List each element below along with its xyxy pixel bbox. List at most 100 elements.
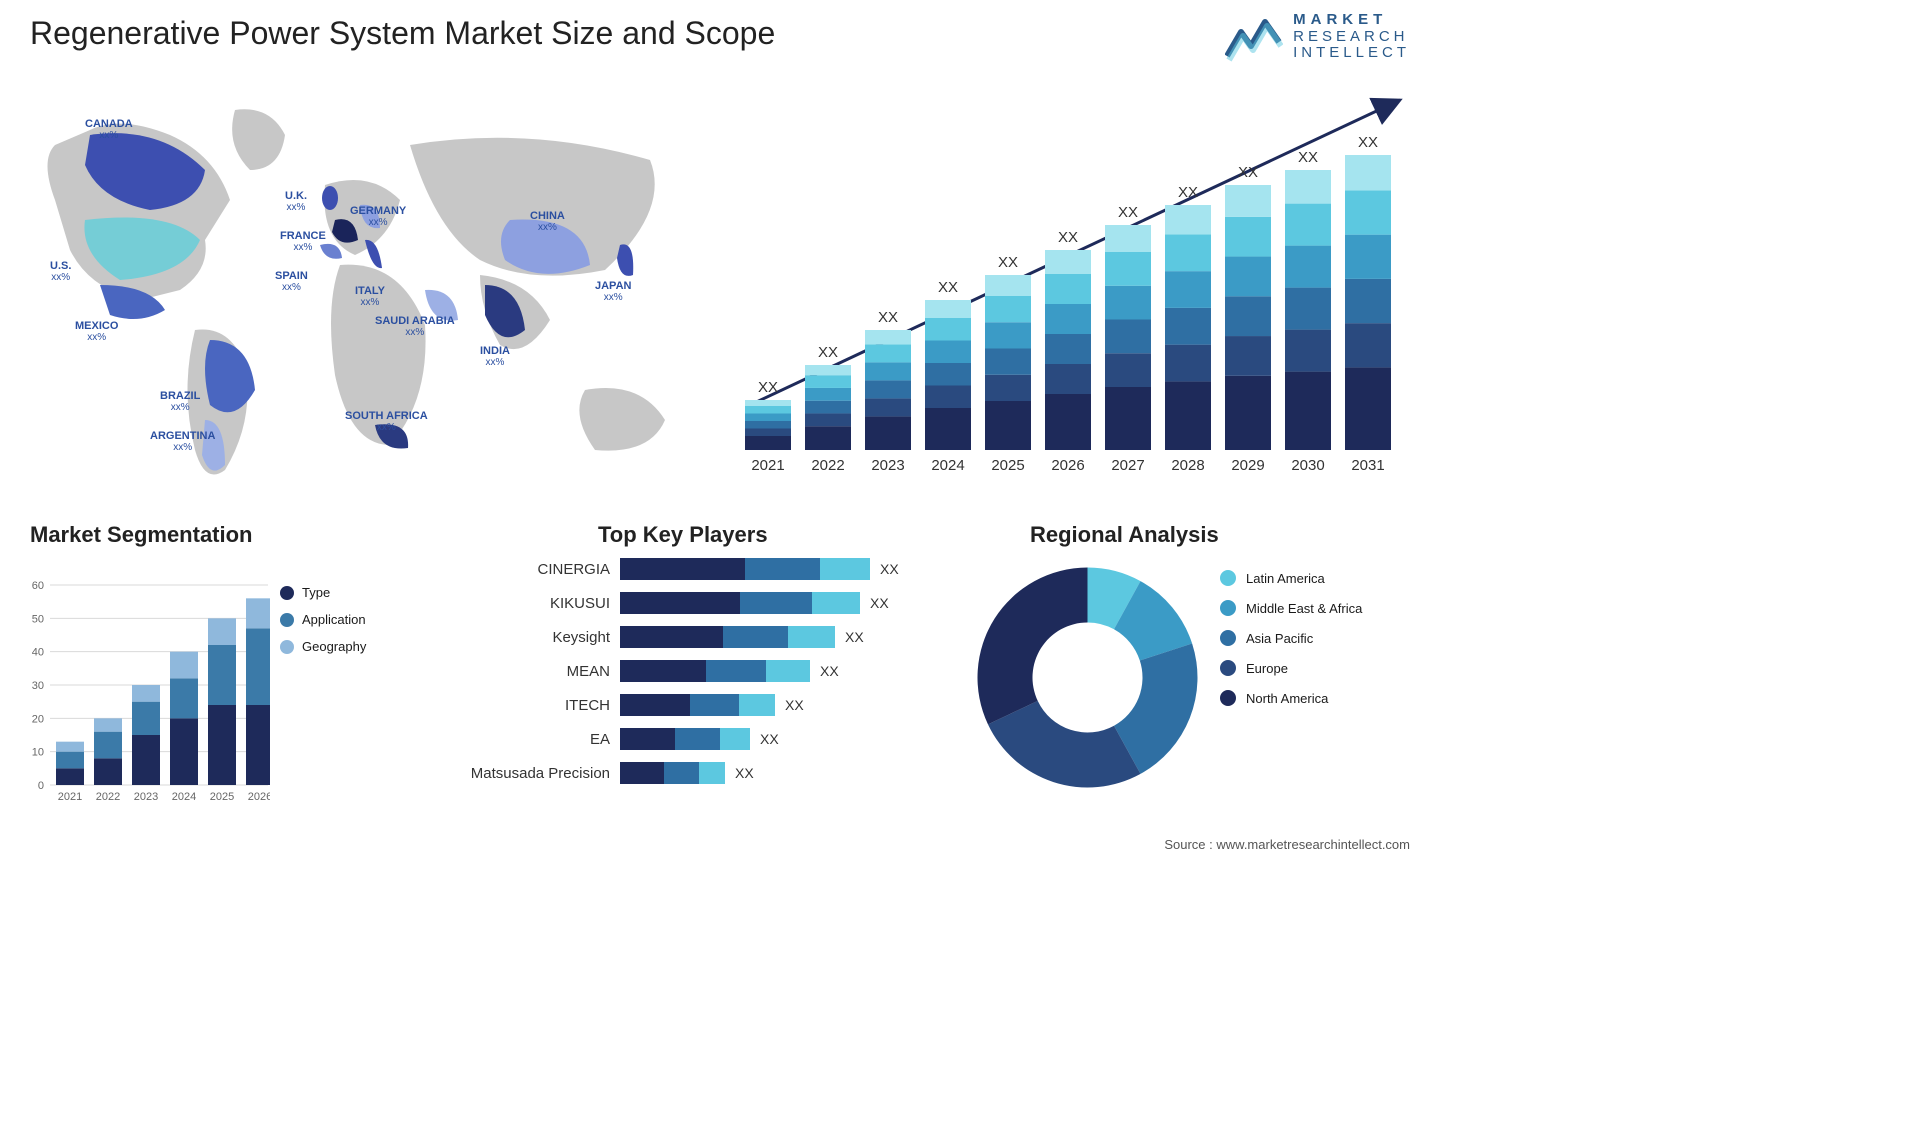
svg-text:2028: 2028	[1171, 457, 1204, 474]
svg-text:30: 30	[32, 680, 44, 692]
map-label-argentina: ARGENTINAxx%	[150, 430, 215, 453]
key-players-title: Top Key Players	[598, 522, 768, 548]
svg-text:XX: XX	[1298, 149, 1318, 166]
svg-text:XX: XX	[1058, 229, 1078, 246]
kp-row: MEAN XX	[460, 657, 950, 685]
kp-bar	[620, 660, 810, 682]
map-label-japan: JAPANxx%	[595, 280, 631, 303]
map-label-india: INDIAxx%	[480, 345, 510, 368]
map-label-canada: CANADAxx%	[85, 118, 133, 141]
kp-value: XX	[870, 595, 889, 611]
kp-bar	[620, 592, 860, 614]
svg-text:2026: 2026	[1051, 457, 1084, 474]
map-label-saudi-arabia: SAUDI ARABIAxx%	[375, 315, 455, 338]
region-legend-item: Middle East & Africa	[1220, 600, 1420, 616]
regional-legend: Latin America Middle East & Africa Asia Pa…	[1220, 570, 1420, 720]
svg-text:XX: XX	[878, 309, 898, 326]
kp-bar	[620, 558, 870, 580]
segmentation-legend: Type Application Geography	[280, 585, 410, 666]
kp-row: EAXX	[460, 725, 950, 753]
kp-value: XX	[735, 765, 754, 781]
svg-text:2027: 2027	[1111, 457, 1144, 474]
kp-bar	[620, 694, 775, 716]
kp-row: KIKUSUI XX	[460, 589, 950, 617]
svg-text:2030: 2030	[1291, 457, 1324, 474]
seg-legend-item: Geography	[280, 639, 410, 654]
svg-text:60: 60	[32, 580, 44, 592]
kp-bar	[620, 728, 750, 750]
map-label-china: CHINAxx%	[530, 210, 565, 233]
svg-text:2022: 2022	[96, 791, 120, 803]
kp-row: Keysight XX	[460, 623, 950, 651]
svg-text:2031: 2031	[1351, 457, 1384, 474]
segmentation-title: Market Segmentation	[30, 522, 253, 548]
map-label-u-k-: U.K.xx%	[285, 190, 307, 213]
svg-text:XX: XX	[1178, 184, 1198, 201]
svg-text:2021: 2021	[751, 457, 784, 474]
region-legend-item: Asia Pacific	[1220, 630, 1420, 646]
svg-text:XX: XX	[1118, 204, 1138, 221]
logo-line1: MARKET	[1293, 12, 1410, 29]
svg-text:2024: 2024	[172, 791, 196, 803]
kp-name: EA	[460, 731, 620, 748]
kp-name: Matsusada Precision	[460, 765, 620, 782]
logo-line2: RESEARCH	[1293, 29, 1410, 46]
svg-text:XX: XX	[1238, 164, 1258, 181]
key-players-chart: CINERGIAXXKIKUSUIXXKeysightXXMEANXXITECH…	[460, 555, 950, 793]
svg-text:2025: 2025	[210, 791, 234, 803]
seg-legend-item: Type	[280, 585, 410, 600]
svg-text:2023: 2023	[871, 457, 904, 474]
map-label-germany: GERMANYxx%	[350, 205, 406, 228]
svg-text:2021: 2021	[58, 791, 82, 803]
map-label-spain: SPAINxx%	[275, 270, 308, 293]
map-label-brazil: BRAZILxx%	[160, 390, 200, 413]
region-legend-item: Europe	[1220, 660, 1420, 676]
svg-text:50: 50	[32, 613, 44, 625]
kp-row: Matsusada Precision XX	[460, 759, 950, 787]
svg-text:XX: XX	[758, 379, 778, 396]
main-bar-chart: XX 2021 XX 2022 XX 2023 XX 2024 XX 2025 XX 2026 XX 20…	[740, 95, 1410, 480]
segmentation-chart: 0 10 20 30 40 50 60 2021 2022 2023 2024 2025 2026	[20, 560, 270, 815]
logo-icon	[1225, 12, 1283, 62]
kp-row: ITECH XX	[460, 691, 950, 719]
svg-text:40: 40	[32, 647, 44, 659]
kp-name: CINERGIA	[460, 561, 620, 578]
region-legend-item: North America	[1220, 690, 1420, 706]
map-label-u-s-: U.S.xx%	[50, 260, 71, 283]
svg-text:2026: 2026	[248, 791, 270, 803]
page-title: Regenerative Power System Market Size an…	[30, 15, 775, 52]
kp-value: XX	[845, 629, 864, 645]
map-label-mexico: MEXICOxx%	[75, 320, 118, 343]
region-legend-item: Latin America	[1220, 570, 1420, 586]
brand-logo: MARKET RESEARCH INTELLECT	[1225, 12, 1410, 62]
kp-value: XX	[820, 663, 839, 679]
svg-text:0: 0	[38, 780, 44, 792]
kp-row: CINERGIA XX	[460, 555, 950, 583]
kp-bar	[620, 626, 835, 648]
world-map: CANADAxx% U.S.xx% MEXICOxx% BRAZILxx% ARGENT…	[30, 90, 710, 490]
seg-legend-item: Application	[280, 612, 410, 627]
svg-text:XX: XX	[998, 254, 1018, 271]
kp-name: ITECH	[460, 697, 620, 714]
svg-text:2025: 2025	[991, 457, 1024, 474]
regional-donut	[970, 560, 1205, 795]
kp-name: Keysight	[460, 629, 620, 646]
svg-text:10: 10	[32, 747, 44, 759]
svg-text:20: 20	[32, 713, 44, 725]
svg-text:2023: 2023	[134, 791, 158, 803]
svg-text:2024: 2024	[931, 457, 964, 474]
map-label-france: FRANCExx%	[280, 230, 326, 253]
svg-text:XX: XX	[1358, 134, 1378, 151]
svg-text:2022: 2022	[811, 457, 844, 474]
kp-name: MEAN	[460, 663, 620, 680]
kp-name: KIKUSUI	[460, 595, 620, 612]
source-attribution: Source : www.marketresearchintellect.com	[1164, 837, 1410, 852]
map-label-italy: ITALYxx%	[355, 285, 385, 308]
svg-text:2029: 2029	[1231, 457, 1264, 474]
regional-title: Regional Analysis	[1030, 522, 1219, 548]
logo-line3: INTELLECT	[1293, 45, 1410, 62]
kp-value: XX	[785, 697, 804, 713]
map-label-south-africa: SOUTH AFRICAxx%	[345, 410, 428, 433]
svg-text:XX: XX	[938, 279, 958, 296]
kp-value: XX	[880, 561, 899, 577]
